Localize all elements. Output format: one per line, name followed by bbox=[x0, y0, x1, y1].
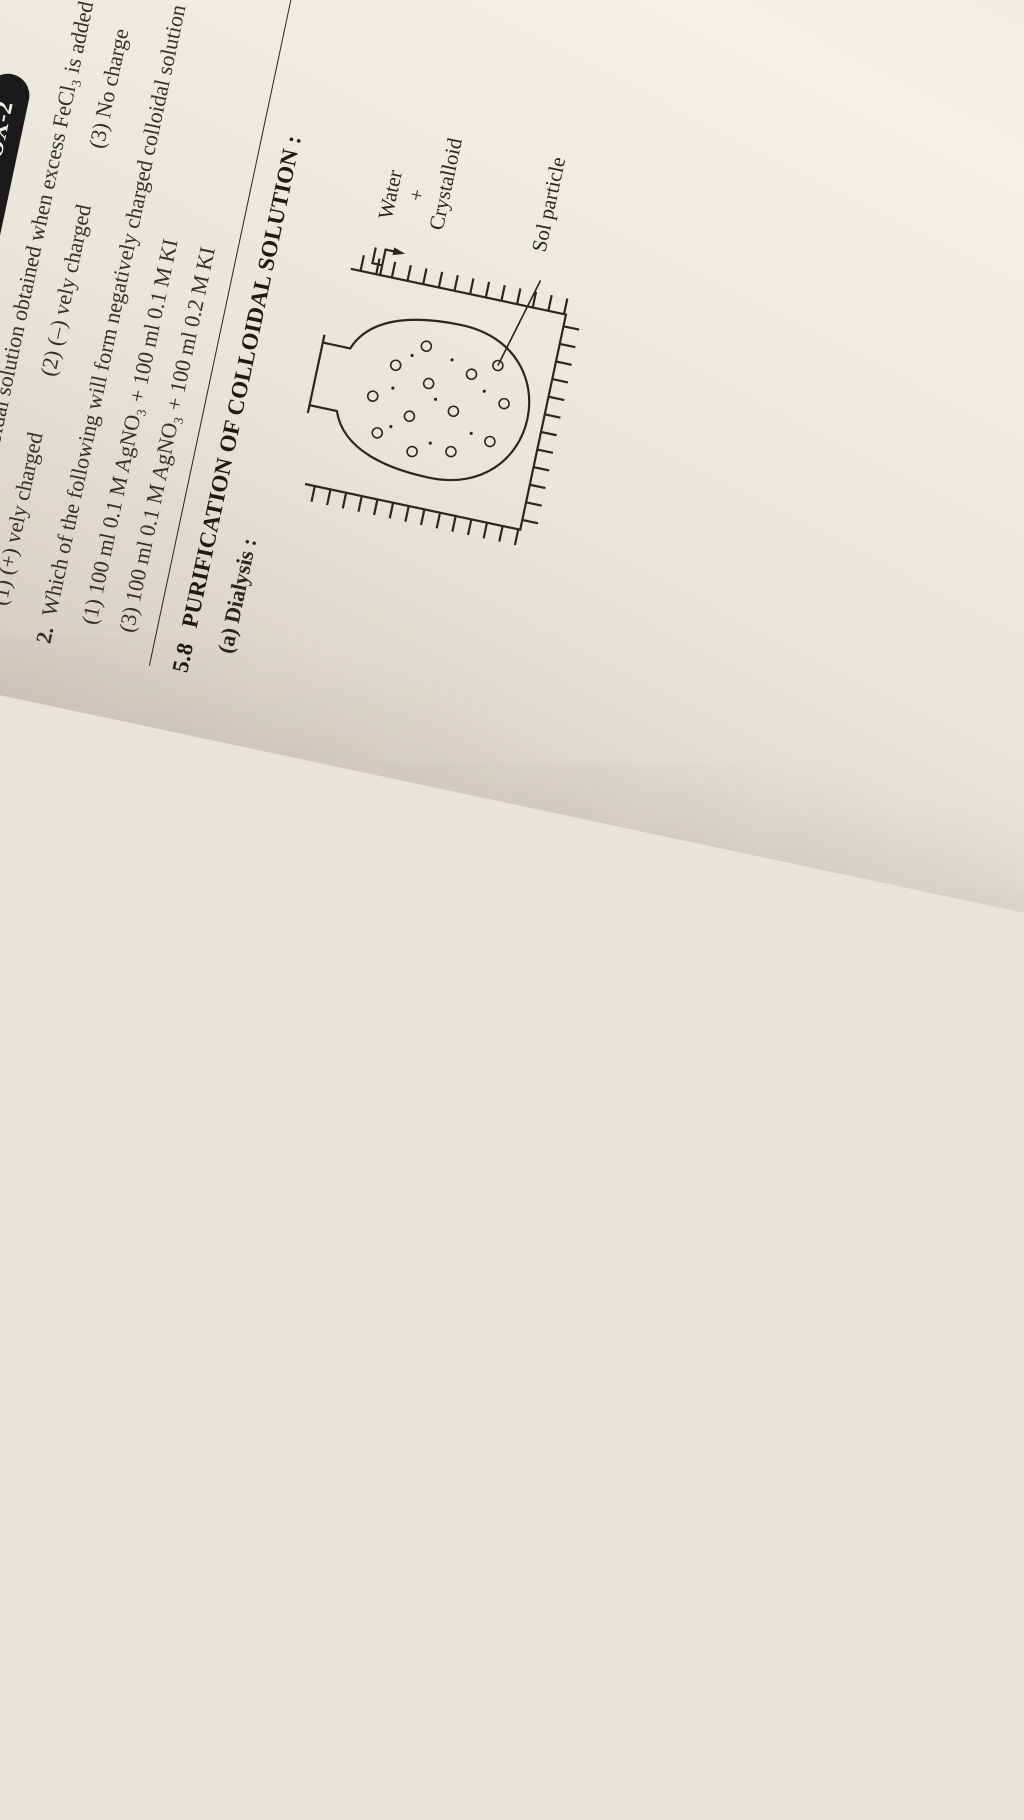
label-plus: + bbox=[403, 187, 429, 204]
flask-icon bbox=[279, 235, 592, 563]
diagram-labels: Water + Crystalloid Sol particle bbox=[372, 122, 572, 254]
section-num: 5.8 bbox=[167, 640, 198, 674]
label-water: Water bbox=[373, 168, 407, 222]
label-crystalloid: Crystalloid bbox=[424, 136, 467, 232]
q2-num: 2. bbox=[31, 624, 59, 645]
label-sol: Sol particle bbox=[527, 155, 571, 254]
